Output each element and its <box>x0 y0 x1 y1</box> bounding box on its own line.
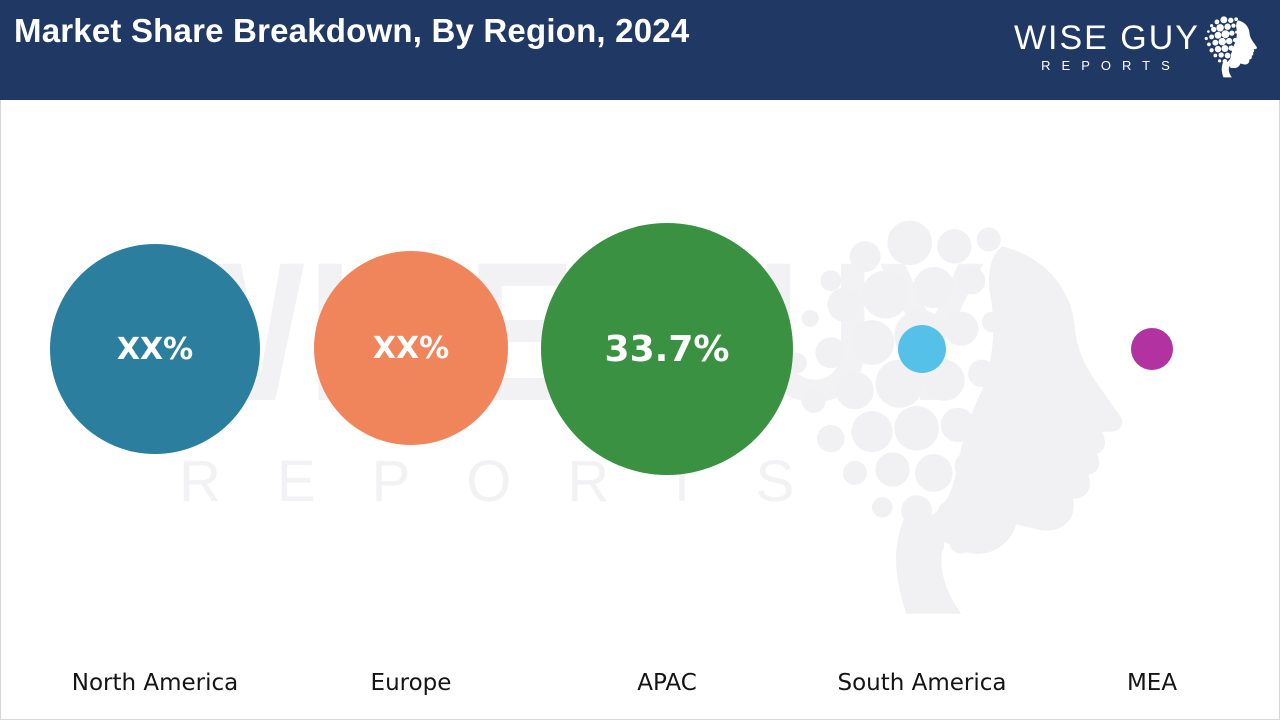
brand-logo-text: WISE GUY REPORTS <box>1013 18 1200 74</box>
bubble-mea <box>1131 328 1173 370</box>
category-label-apac: APAC <box>637 670 697 696</box>
category-label-mea: MEA <box>1126 670 1178 696</box>
category-label-north-america: North America <box>71 670 239 696</box>
brand-logo: WISE GUY REPORTS <box>1014 8 1266 86</box>
bubble-north-america: XX% <box>50 244 260 454</box>
bubble-apac: 33.7% <box>541 223 793 475</box>
bubble-europe: XX% <box>314 251 508 445</box>
watermark-head-icon <box>769 212 1181 624</box>
header-bar: Market Share Breakdown, By Region, 2024 … <box>0 0 1280 100</box>
bubble-south-america <box>898 325 946 373</box>
chart-area: WISE GUY REPORTS XX%XX%33.7% North Ameri… <box>0 100 1280 720</box>
category-label-europe: Europe <box>370 670 452 696</box>
category-label-south-america: South America <box>837 670 1007 696</box>
brand-name: WISE GUY <box>1013 18 1200 57</box>
brand-subtitle: REPORTS <box>1041 58 1181 74</box>
brand-head-icon <box>1202 8 1266 86</box>
watermark-reports-text: REPORTS <box>179 449 851 514</box>
page-title: Market Share Breakdown, By Region, 2024 <box>14 12 690 49</box>
